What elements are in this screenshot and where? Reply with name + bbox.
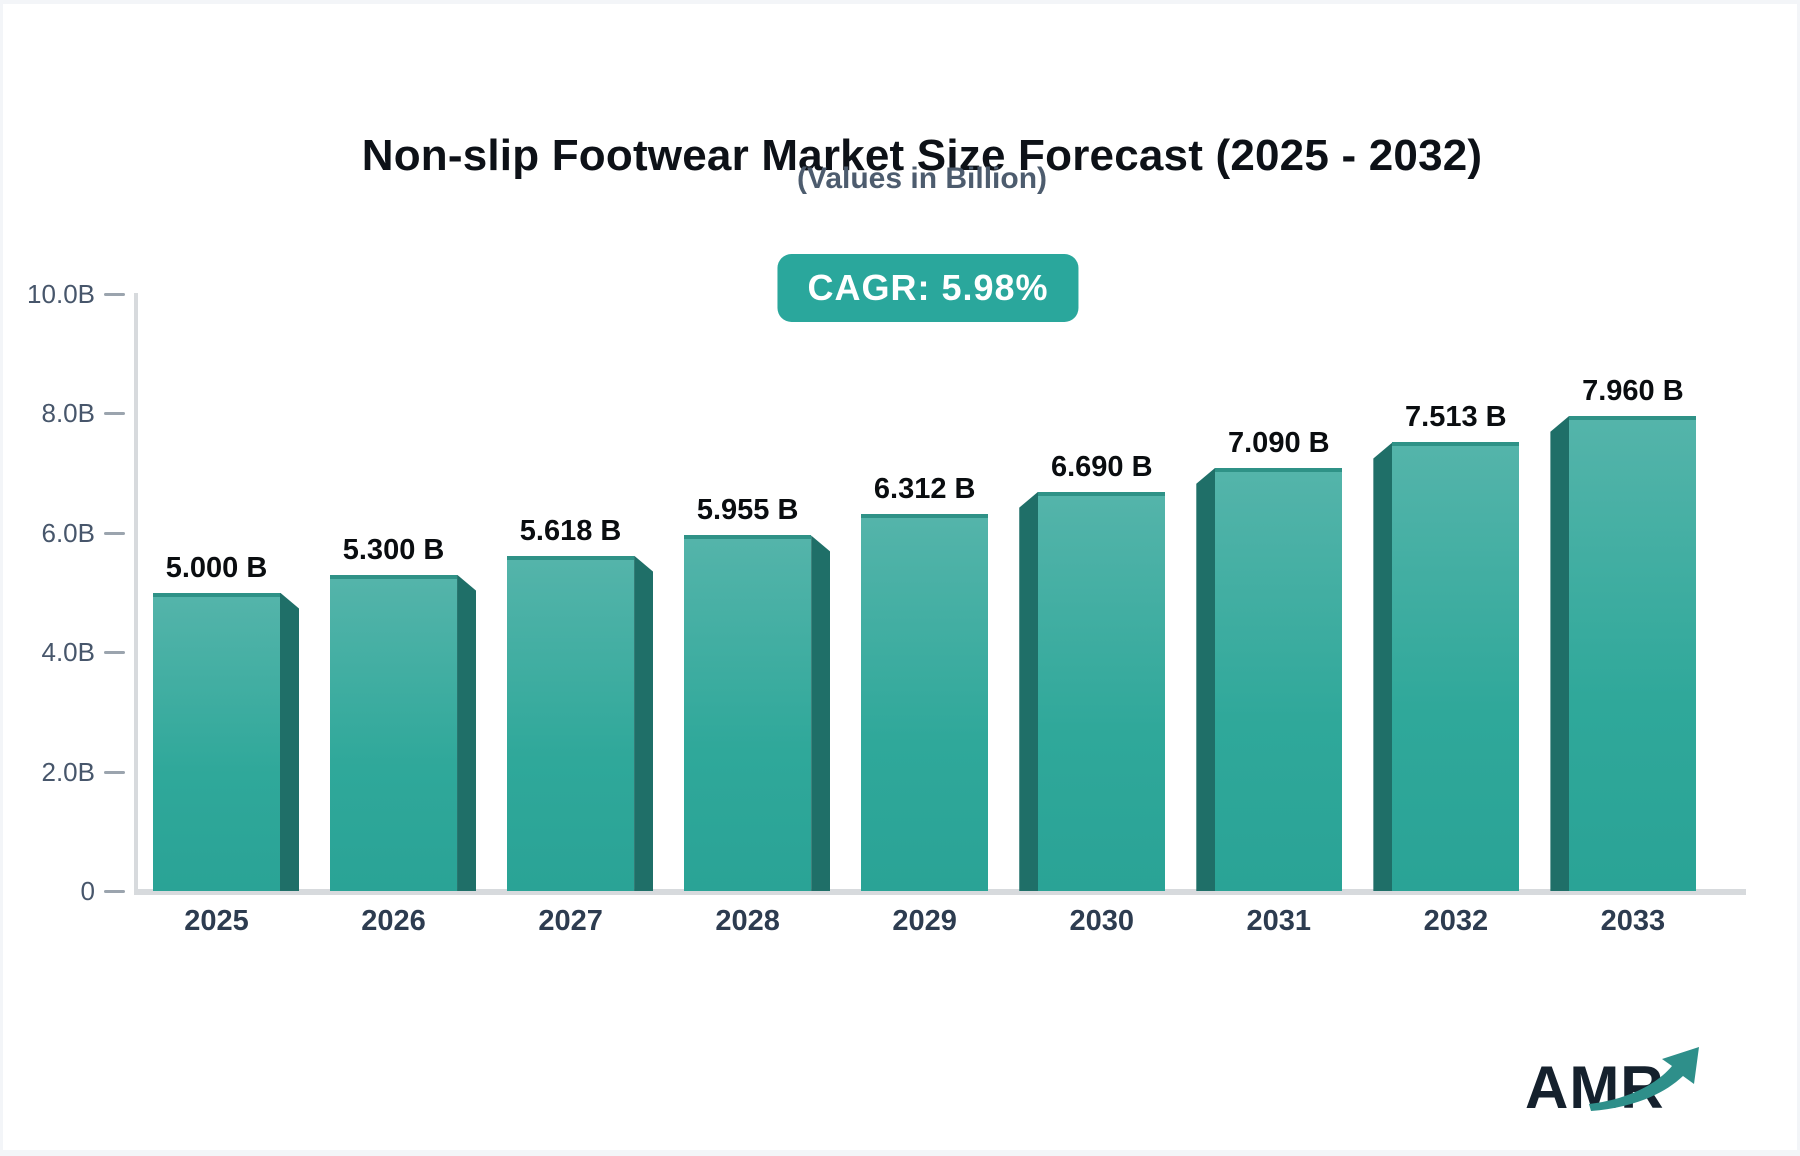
x-axis-label: 2028: [715, 905, 780, 937]
chart-card: Non-slip Footwear Market Size Forecast (…: [3, 4, 1797, 1150]
bar-side-face: [1373, 442, 1393, 891]
bar-side-face: [634, 555, 654, 891]
chart-subtitle: (Values in Billion): [796, 162, 1048, 195]
y-tick-mark: [104, 293, 125, 296]
bar-value-label: 6.312 B: [873, 473, 976, 506]
y-axis-line: [134, 293, 138, 892]
bar-side-face: [280, 592, 299, 891]
y-tick-label: 8.0B: [41, 398, 96, 429]
y-tick-mark: [104, 770, 125, 774]
bar-2031: [1215, 467, 1343, 891]
y-tick-mark: [104, 531, 125, 535]
x-axis-label: 2031: [1246, 905, 1312, 937]
bar-side-face: [457, 574, 477, 891]
x-axis-label: 2030: [1069, 905, 1134, 937]
bar-2026: [330, 574, 458, 891]
y-tick-mark: [104, 890, 125, 893]
y-tick-mark: [104, 412, 125, 416]
amr-logo: AMR: [1525, 1047, 1699, 1121]
bar-value-label: 5.618 B: [519, 514, 622, 547]
x-axis-label: 2027: [538, 905, 603, 937]
bar-2028: [684, 535, 812, 891]
y-tick-label: 4.0B: [41, 637, 96, 668]
bar-value-label: 5.300 B: [342, 533, 445, 566]
bar-value-label: 6.690 B: [1050, 450, 1153, 483]
bar-side-face: [811, 535, 831, 891]
bar-side-face: [1550, 415, 1570, 891]
bar-value-label: 5.955 B: [696, 494, 799, 527]
x-axis-label: 2032: [1423, 905, 1489, 937]
bar-value-label: 7.513 B: [1405, 401, 1507, 434]
amr-logo-text: AMR: [1525, 1054, 1665, 1121]
x-axis-label: 2033: [1600, 905, 1666, 937]
bar-2032: [1392, 442, 1520, 891]
x-axis-label: 2025: [184, 905, 249, 937]
bar-2033: [1569, 415, 1697, 891]
cagr-badge: CAGR: 5.98%: [777, 254, 1079, 322]
y-tick-mark: [104, 651, 125, 655]
y-tick-label: 10.0B: [27, 279, 95, 309]
bar-value-label: 7.090 B: [1228, 426, 1330, 459]
x-axis-label: 2029: [892, 905, 957, 937]
x-axis-label: 2026: [361, 905, 426, 937]
growth-arrow-icon: [1589, 1047, 1699, 1111]
bar-2030: [1038, 491, 1166, 891]
x-axis-line: [134, 889, 1746, 895]
y-tick-label: 6.0B: [41, 517, 96, 548]
bar-side-face: [1196, 467, 1216, 891]
bar-2025: [153, 592, 280, 891]
chart-title: Non-slip Footwear Market Size Forecast (…: [361, 131, 1483, 181]
bar-value-label: 7.960 B: [1582, 374, 1684, 407]
bar-2027: [507, 555, 635, 891]
y-tick-label: 2.0B: [41, 756, 96, 787]
bar-side-face: [1019, 491, 1039, 891]
y-tick-label: 0: [80, 876, 95, 906]
bar-value-label: 5.000 B: [165, 551, 268, 584]
bar-2029: [861, 514, 989, 891]
